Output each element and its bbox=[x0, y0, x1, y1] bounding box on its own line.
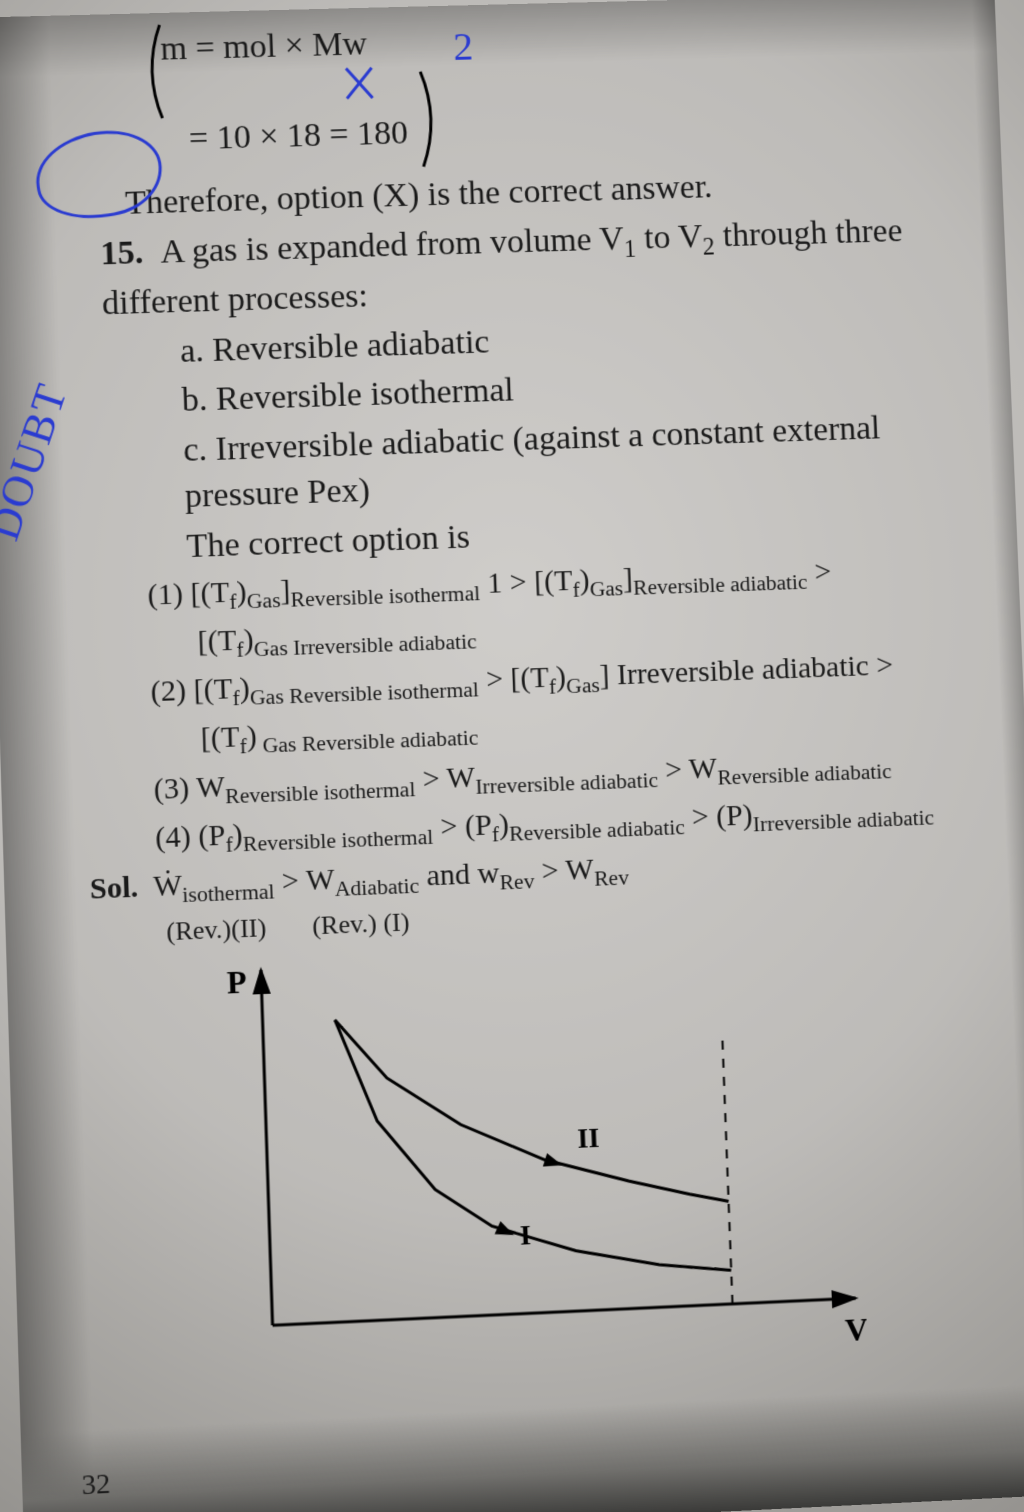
big-paren-close-icon bbox=[414, 69, 447, 169]
pv-plot-svg: PVIII bbox=[189, 925, 868, 1389]
svg-text:II: II bbox=[577, 1123, 600, 1155]
pv-plot: PVIII bbox=[189, 925, 868, 1389]
svg-text:I: I bbox=[519, 1220, 531, 1252]
big-paren-icon bbox=[136, 23, 169, 121]
page-content: m = mol × Mw = 10 × 18 = 180 2 Therefore… bbox=[0, 0, 1024, 1512]
svg-text:V: V bbox=[844, 1311, 868, 1348]
q15-sub1: 1 bbox=[623, 235, 636, 262]
page: m = mol × Mw = 10 × 18 = 180 2 Therefore… bbox=[0, 0, 1024, 1512]
calc-line-2-text: = 10 × 18 = 180 bbox=[188, 114, 408, 157]
calc-line-2: = 10 × 18 = 180 bbox=[161, 55, 971, 175]
svg-text:P: P bbox=[226, 963, 247, 1000]
q15-number: 15. bbox=[100, 234, 144, 272]
page-number: 32 bbox=[81, 1468, 111, 1502]
calc-block: m = mol × Mw = 10 × 18 = 180 bbox=[59, 6, 971, 178]
sol-label: Sol. bbox=[89, 870, 138, 905]
q15-stem-a: A gas is expanded from volume V bbox=[160, 220, 624, 270]
cross-out-mark bbox=[339, 63, 376, 100]
q15-stem-c: to V bbox=[635, 218, 703, 256]
